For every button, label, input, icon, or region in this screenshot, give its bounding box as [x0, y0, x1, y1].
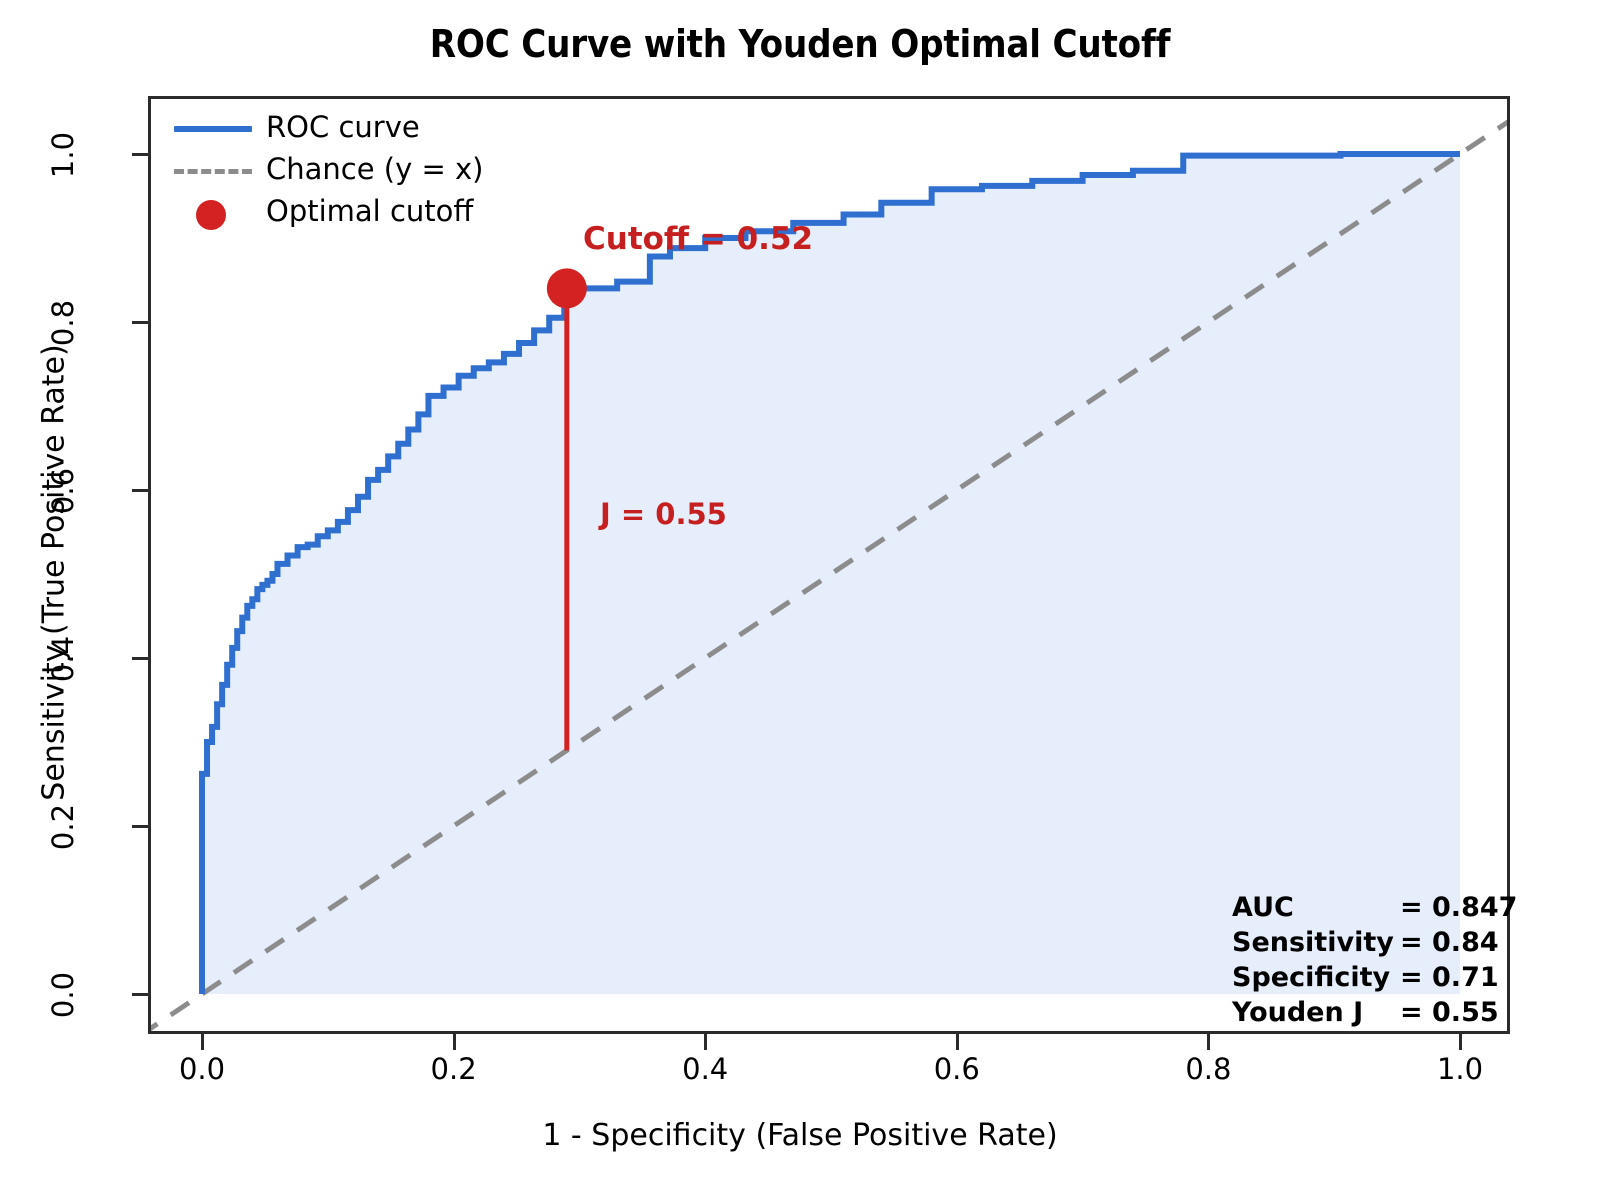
page-title: ROC Curve with Youden Optimal Cutoff: [429, 22, 1171, 66]
legend-label: Optimal cutoff: [266, 194, 474, 228]
youden-j-annotation-label: J = 0.55: [600, 497, 727, 531]
x-tick-mark: [1459, 1034, 1462, 1050]
stats-value: = 0.84: [1400, 927, 1499, 958]
y-tick-label: 0.6: [46, 467, 80, 515]
stats-summary-box: AUC = 0.847 Sensitivity = 0.84 Specificity = …: [1232, 890, 1517, 1030]
roc-line-swatch-icon: [174, 126, 252, 132]
y-tick-mark: [132, 657, 148, 660]
y-tick-label: 0.4: [46, 635, 80, 683]
x-tick-mark: [704, 1034, 708, 1050]
legend-item-chance: Chance (y = x): [160, 150, 580, 192]
chance-diagonal-line: [148, 117, 1510, 1034]
roc-plot-canvas: [148, 117, 1510, 1034]
optimal-cutoff-marker: [546, 268, 587, 309]
cutoff-annotation-label: Cutoff = 0.52: [583, 221, 814, 257]
x-tick-mark: [452, 1034, 456, 1050]
legend-item-optimal-cutoff: Optimal cutoff: [160, 192, 580, 234]
legend: ROC curve Chance (y = x) Optimal cutoff: [160, 108, 580, 234]
red-dot-swatch-icon: [196, 200, 226, 230]
stats-row: Youden J = 0.55: [1232, 995, 1517, 1030]
x-tick-label: 0.6: [933, 1052, 980, 1086]
stats-row: AUC = 0.847: [1232, 890, 1517, 925]
x-axis-title: 1 - Specificity (False Positive Rate): [542, 1118, 1058, 1153]
x-tick-label: 0.2: [430, 1052, 477, 1086]
y-tick-mark: [132, 153, 148, 156]
x-tick-mark: [955, 1034, 959, 1050]
stats-key: Youden J: [1232, 997, 1364, 1028]
y-axis-title: Sensitivity (True Positive Rate): [36, 344, 72, 801]
stats-key: Sensitivity: [1232, 927, 1394, 958]
legend-label: ROC curve: [266, 110, 420, 144]
y-tick-label: 0.2: [46, 803, 80, 851]
stats-value: = 0.71: [1400, 962, 1499, 993]
plot-frame-border: [148, 96, 1510, 1034]
y-tick-mark: [132, 321, 148, 324]
y-tick-label: 0.8: [46, 299, 80, 347]
roc-area-fill: [202, 154, 1460, 994]
y-tick-mark: [132, 489, 148, 492]
stats-row: Sensitivity = 0.84: [1232, 925, 1517, 960]
stats-value: = 0.847: [1400, 892, 1518, 923]
stats-key: AUC: [1232, 892, 1294, 923]
legend-label: Chance (y = x): [266, 152, 484, 186]
x-tick-label: 0.0: [178, 1052, 226, 1086]
dashed-line-swatch-icon: [174, 169, 252, 174]
y-tick-label: 0.0: [46, 971, 80, 1019]
legend-item-roc-curve: ROC curve: [160, 108, 580, 150]
x-tick-label: 0.8: [1185, 1052, 1232, 1086]
y-tick-mark: [132, 993, 148, 996]
x-tick-label: 0.4: [682, 1052, 729, 1086]
roc-curve-line: [199, 151, 1460, 994]
stats-value: = 0.55: [1400, 997, 1499, 1028]
stats-key: Specificity: [1232, 962, 1391, 993]
stats-row: Specificity = 0.71: [1232, 960, 1517, 995]
y-tick-mark: [132, 825, 148, 828]
y-tick-label: 1.0: [46, 131, 80, 179]
x-tick-mark: [1207, 1034, 1211, 1050]
x-tick-mark: [201, 1034, 204, 1050]
x-tick-label: 1.0: [1436, 1052, 1484, 1086]
